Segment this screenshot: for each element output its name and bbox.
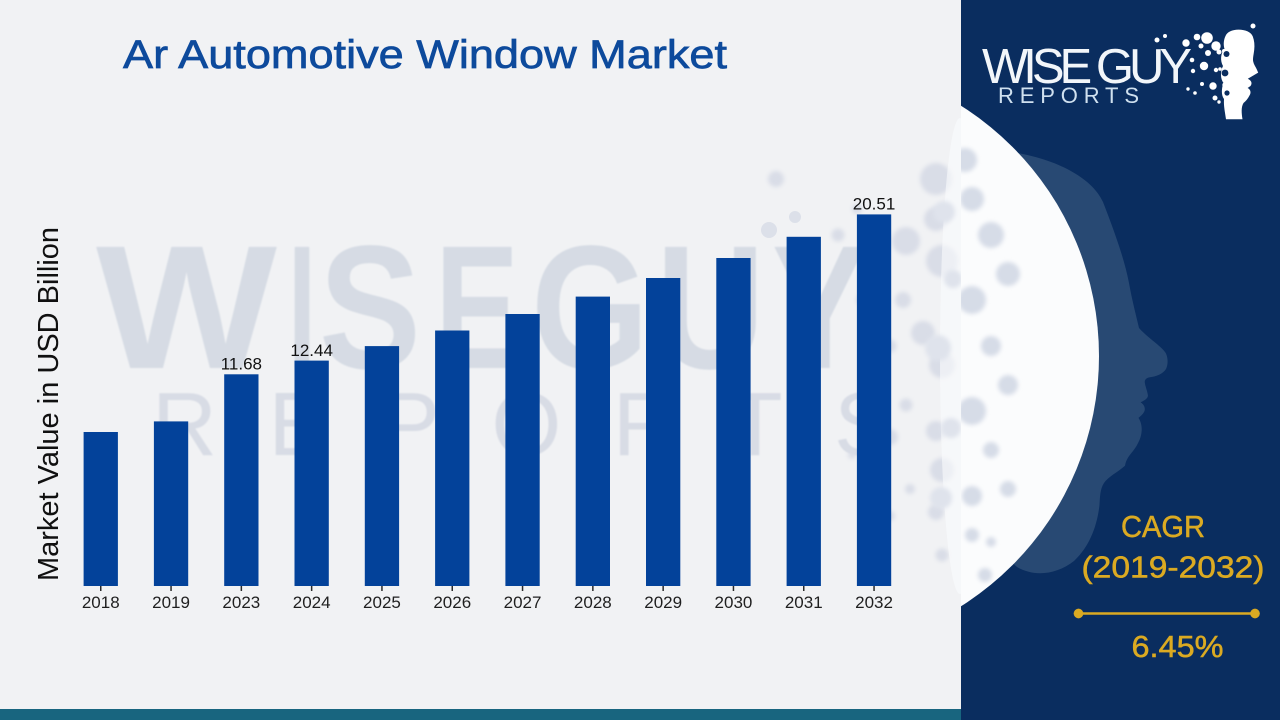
svg-text:WISE GUY: WISE GUY [982, 40, 1191, 94]
svg-text:W: W [96, 210, 277, 406]
svg-text:2029: 2029 [644, 593, 682, 612]
svg-text:2030: 2030 [715, 593, 753, 612]
svg-text:2026: 2026 [433, 593, 471, 612]
svg-text:2027: 2027 [504, 593, 542, 612]
svg-text:Ar Automotive Window Market: Ar Automotive Window Market [123, 33, 727, 77]
svg-text:12.44: 12.44 [290, 341, 333, 360]
svg-text:2032: 2032 [855, 593, 893, 612]
svg-text:(2019-2032): (2019-2032) [1082, 550, 1265, 585]
svg-text:2031: 2031 [785, 593, 823, 612]
svg-text:2025: 2025 [363, 593, 401, 612]
svg-text:2024: 2024 [293, 593, 331, 612]
svg-text:2023: 2023 [222, 593, 260, 612]
svg-text:2019: 2019 [152, 593, 190, 612]
svg-text:CAGR: CAGR [1121, 509, 1205, 544]
svg-text:Market Value in USD Billion: Market Value in USD Billion [33, 227, 65, 581]
svg-text:2028: 2028 [574, 593, 612, 612]
svg-text:REPORTS: REPORTS [998, 83, 1139, 108]
svg-text:20.51: 20.51 [853, 195, 896, 214]
svg-text:6.45%: 6.45% [1132, 629, 1224, 664]
svg-text:2018: 2018 [82, 593, 120, 612]
svg-text:11.68: 11.68 [221, 355, 262, 374]
